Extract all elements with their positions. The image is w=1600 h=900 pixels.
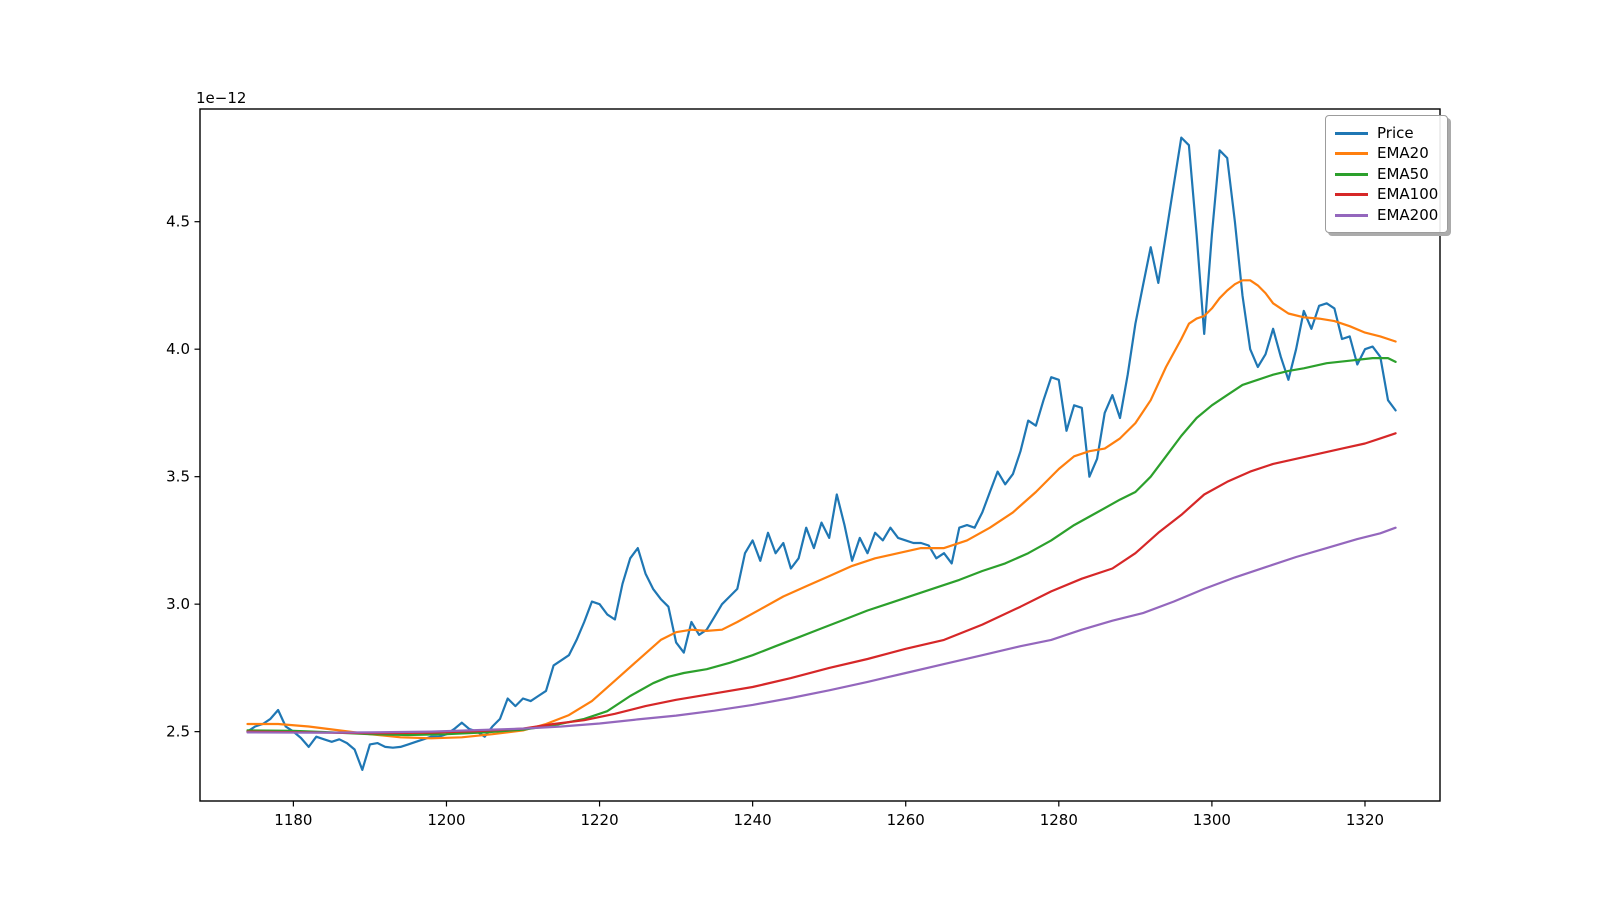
legend-swatch-price xyxy=(1335,131,1368,135)
legend-label-price: Price xyxy=(1377,123,1414,142)
y-axis-tick-label: 3.0 xyxy=(166,595,190,613)
series-line-price xyxy=(246,136,1397,772)
x-axis-tick-label: 1200 xyxy=(427,811,465,829)
axes-spines xyxy=(199,108,1441,802)
y-axis-offset-exponent-label: 1e−12 xyxy=(196,89,247,107)
legend-item-ema100: EMA100 xyxy=(1335,185,1438,206)
legend-label-ema50: EMA50 xyxy=(1377,164,1429,183)
y-axis-tick-label: 4.5 xyxy=(166,213,190,231)
legend-label-ema100: EMA100 xyxy=(1377,185,1439,204)
legend-swatch-ema20 xyxy=(1335,152,1368,156)
y-axis-tick-label: 2.5 xyxy=(166,723,190,741)
x-axis-tick-label: 1280 xyxy=(1040,811,1078,829)
series-line-ema50 xyxy=(246,357,1397,737)
y-axis-tick-label: 4.0 xyxy=(166,340,190,358)
legend-swatch-ema100 xyxy=(1335,193,1368,197)
legend-swatch-ema200 xyxy=(1335,213,1368,217)
series-line-ema20 xyxy=(246,279,1397,740)
x-axis-tick-label: 1240 xyxy=(734,811,772,829)
legend-item-ema20: EMA20 xyxy=(1335,144,1438,165)
x-axis-tick-label: 1320 xyxy=(1346,811,1384,829)
legend-label-ema200: EMA200 xyxy=(1377,205,1439,224)
legend-label-ema20: EMA20 xyxy=(1377,144,1429,163)
series-line-ema200 xyxy=(246,526,1397,734)
legend-item-price: Price xyxy=(1335,123,1438,144)
x-axis-tick-label: 1260 xyxy=(887,811,925,829)
y-axis-tick-label: 3.5 xyxy=(166,468,190,486)
x-axis-tick-label: 1180 xyxy=(274,811,312,829)
legend: Price EMA20 EMA50 EMA100 EMA200 xyxy=(1325,115,1449,233)
x-axis-tick-label: 1220 xyxy=(580,811,618,829)
legend-swatch-ema50 xyxy=(1335,172,1368,176)
x-axis-tick-label: 1300 xyxy=(1193,811,1231,829)
legend-item-ema200: EMA200 xyxy=(1335,205,1438,226)
legend-item-ema50: EMA50 xyxy=(1335,164,1438,185)
series-line-ema100 xyxy=(246,432,1397,735)
